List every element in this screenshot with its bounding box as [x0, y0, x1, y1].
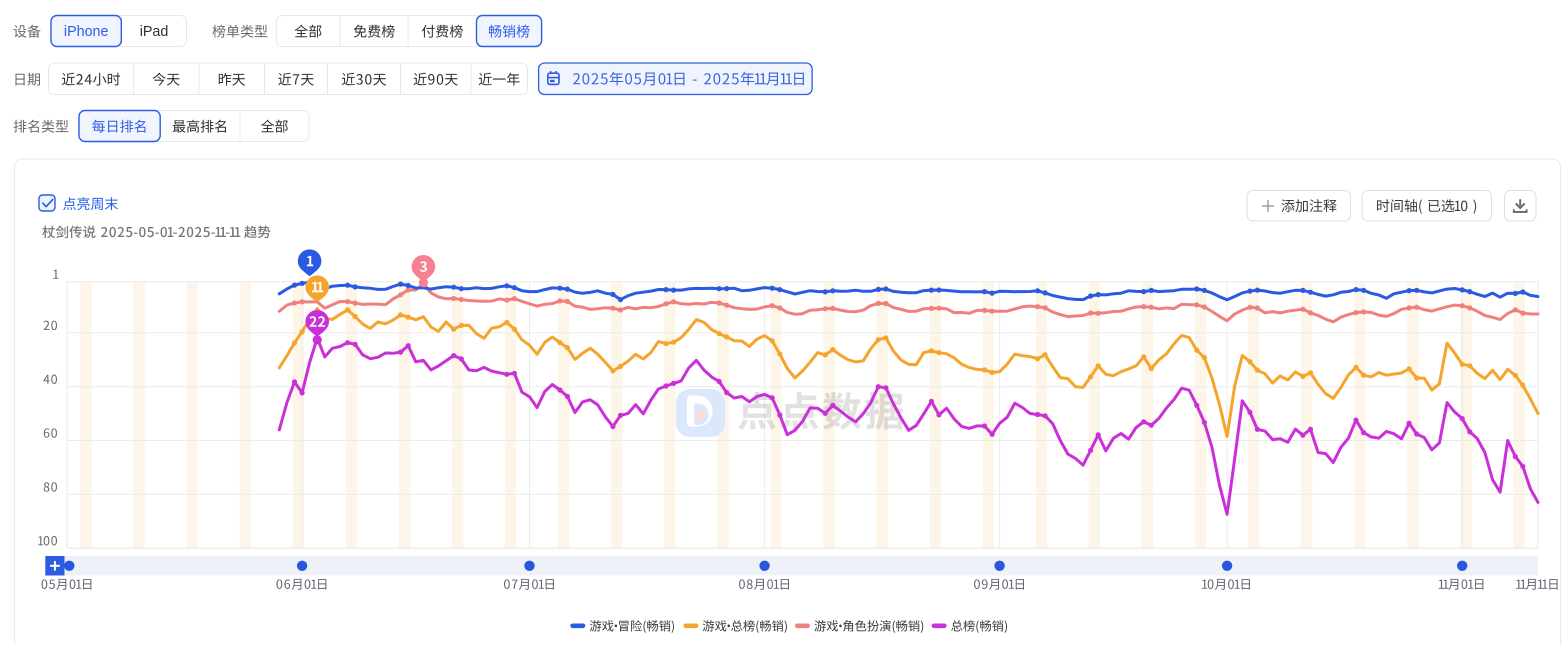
svg-text:iPad: iPad: [140, 24, 169, 40]
svg-text:iPhone: iPhone: [64, 24, 109, 40]
